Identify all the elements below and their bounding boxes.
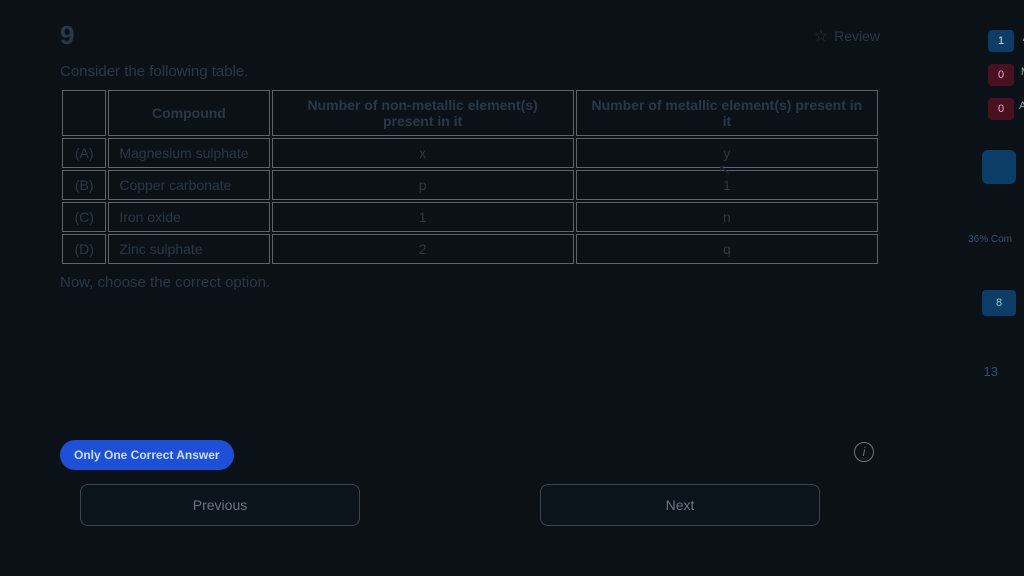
row-m: n [576, 202, 878, 232]
row-m: y [576, 138, 878, 168]
question-instruction: Consider the following table. [60, 63, 880, 80]
row-m: 1 [576, 170, 878, 200]
sidebar-progress-label: 36% Com [960, 230, 1020, 249]
compound-table: Compound Number of non-metallic element(… [60, 88, 880, 266]
row-compound: Iron oxide [108, 202, 269, 232]
row-compound: Copper carbonate [108, 170, 269, 200]
only-one-correct-badge: Only One Correct Answer [60, 440, 234, 470]
sidebar-badge-red[interactable]: 0 [988, 98, 1014, 120]
star-icon: ☆ [814, 26, 828, 46]
post-instruction: Now, choose the correct option. [60, 274, 880, 291]
row-m: q [576, 234, 878, 264]
table-row: (B) Copper carbonate p 1 [62, 170, 878, 200]
row-label: (C) [62, 202, 106, 232]
previous-button[interactable]: Previous [80, 484, 360, 526]
row-nm: 1 [272, 202, 574, 232]
sidebar-label: Ar [1019, 100, 1024, 112]
row-label: (A) [62, 138, 106, 168]
sidebar-badge-blue[interactable]: 1 [988, 30, 1014, 52]
next-button[interactable]: Next [540, 484, 820, 526]
row-label: (D) [62, 234, 106, 264]
row-compound: Magnesium sulphate [108, 138, 269, 168]
review-toggle[interactable]: ☆ Review [814, 26, 880, 46]
sidebar-count: 13 [976, 360, 1006, 383]
row-label: (B) [62, 170, 106, 200]
sidebar-tile[interactable] [982, 150, 1016, 184]
row-nm: p [272, 170, 574, 200]
row-nm: 2 [272, 234, 574, 264]
table-header-nonmetallic: Number of non-metallic element(s) presen… [272, 90, 574, 136]
right-sidebar: 1 0 0 36% Com 8 13 A M Ar [934, 0, 1024, 576]
table-row: (C) Iron oxide 1 n [62, 202, 878, 232]
review-label: Review [834, 28, 880, 44]
table-header-metallic: Number of metallic element(s) present in… [576, 90, 878, 136]
question-number: 9 [60, 20, 74, 51]
table-header-compound: Compound [108, 90, 269, 136]
sidebar-badge-blue[interactable]: 8 [982, 290, 1016, 316]
table-row: (A) Magnesium sulphate x y [62, 138, 878, 168]
table-row: (D) Zinc sulphate 2 q [62, 234, 878, 264]
info-icon[interactable]: i [854, 442, 874, 462]
row-nm: x [272, 138, 574, 168]
row-compound: Zinc sulphate [108, 234, 269, 264]
table-header-blank [62, 90, 106, 136]
sidebar-badge-red[interactable]: 0 [988, 64, 1014, 86]
